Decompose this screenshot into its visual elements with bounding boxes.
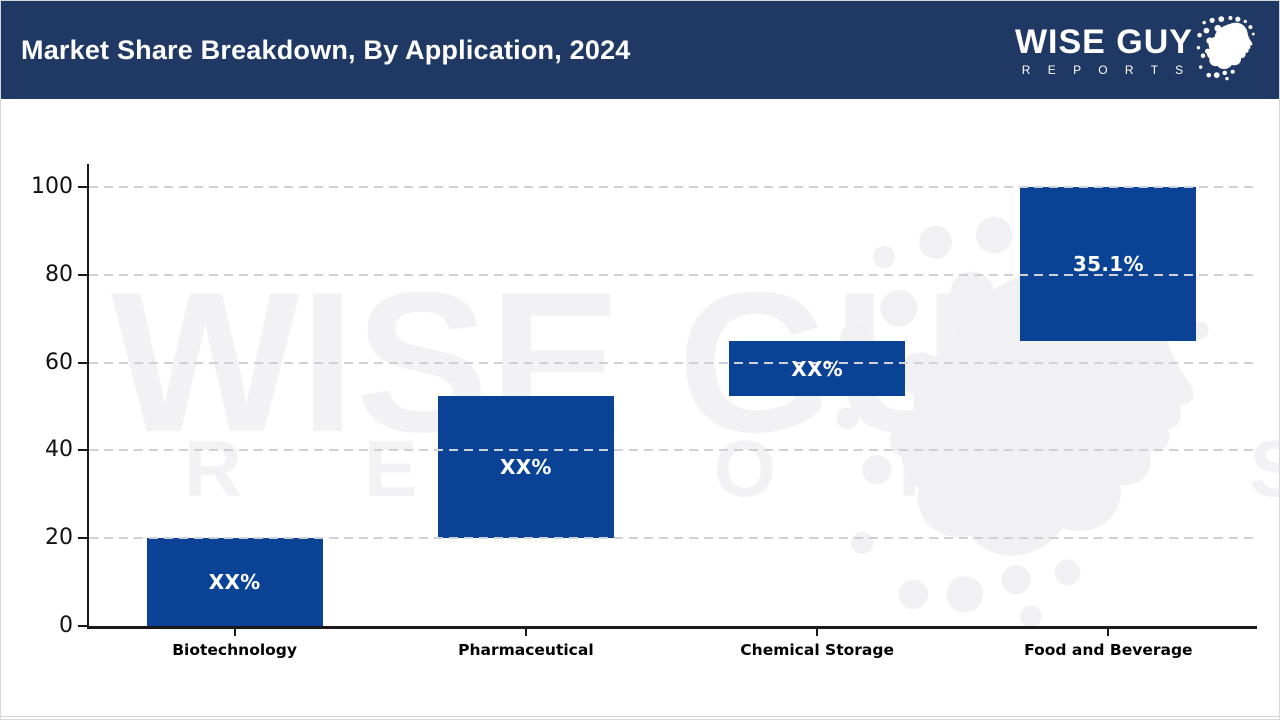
- brand-face-icon: [1195, 13, 1255, 87]
- x-category-label: Biotechnology: [172, 641, 297, 659]
- brand-wordmark: WISE GUY R E P O R T S: [1015, 25, 1193, 76]
- x-tick-mark: [1107, 629, 1110, 636]
- bar-value-label: XX%: [499, 455, 552, 480]
- x-axis-spine: [87, 626, 1257, 629]
- y-tick-label: 80: [45, 261, 73, 287]
- gridline-80: [89, 273, 1254, 276]
- gridline-40: [89, 449, 1254, 452]
- x-tick-mark: [816, 629, 819, 636]
- y-tick-mark: [78, 186, 87, 188]
- brand-name: WISE GUY: [1014, 22, 1193, 61]
- brand-logo: WISE GUY R E P O R T S: [1015, 13, 1255, 87]
- y-tick-mark: [78, 273, 87, 276]
- x-tick-mark: [233, 629, 236, 636]
- y-tick-mark: [78, 537, 87, 540]
- header-bar: Market Share Breakdown, By Application, …: [1, 1, 1279, 99]
- bar-value-label: 35.1%: [1072, 252, 1144, 277]
- bar-value-label: XX%: [208, 570, 261, 595]
- y-tick-label: 0: [59, 613, 73, 638]
- y-tick-label: 20: [45, 525, 73, 551]
- bottom-divider: [1, 716, 1279, 717]
- y-tick-mark: [78, 449, 87, 452]
- x-category-label: Pharmaceutical: [458, 641, 594, 659]
- y-axis-spine: [87, 164, 89, 626]
- y-tick-mark: [78, 625, 87, 627]
- bar-food-and-beverage: 35.1%: [1020, 187, 1197, 342]
- x-tick-mark: [524, 629, 527, 636]
- x-category-label: Food and Beverage: [1024, 641, 1193, 659]
- bar-chemical-storage: XX%: [729, 341, 906, 396]
- y-tick-label: 40: [45, 437, 73, 463]
- gridline-20: [89, 537, 1254, 540]
- y-tick-label: 100: [31, 174, 73, 199]
- bar-value-label: XX%: [791, 356, 844, 381]
- y-tick-label: 60: [45, 349, 73, 375]
- y-tick-mark: [78, 361, 87, 364]
- gridline-100: [89, 186, 1254, 188]
- brand-subtitle: R E P O R T S: [1021, 62, 1191, 77]
- bar-biotechnology: XX%: [146, 538, 323, 626]
- x-category-label: Chemical Storage: [740, 641, 894, 659]
- gridline-60: [89, 361, 1254, 364]
- page-title: Market Share Breakdown, By Application, …: [21, 34, 631, 65]
- bar-pharmaceutical: XX%: [437, 395, 614, 539]
